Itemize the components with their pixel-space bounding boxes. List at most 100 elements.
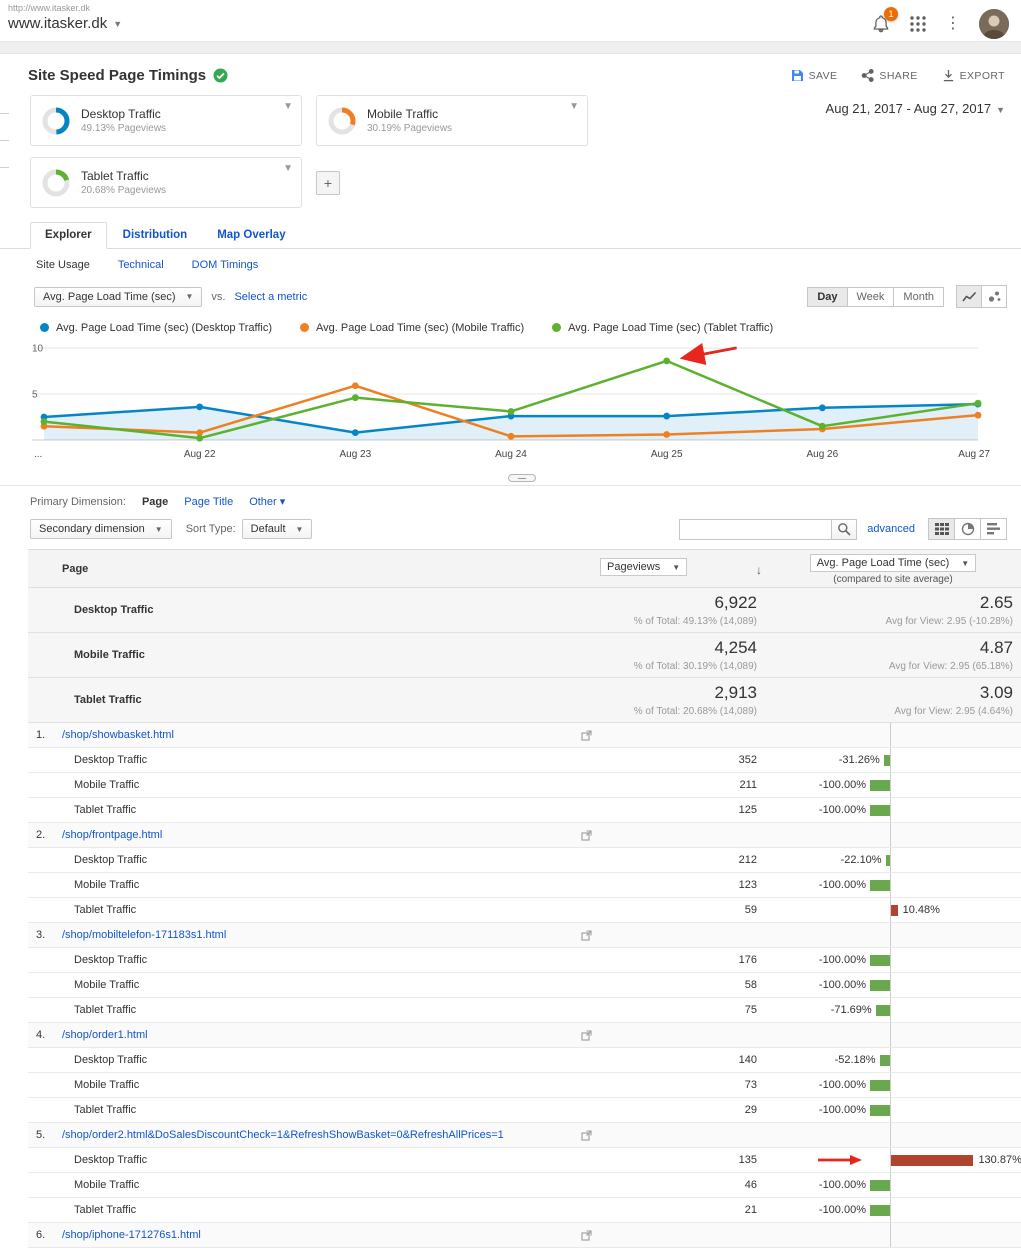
pageviews-percent-of-total: % of Total: 20.68% (14,089) — [633, 706, 757, 717]
compare-bar-cell: -100.00% — [765, 973, 1021, 997]
apps-grid-icon[interactable] — [909, 15, 927, 33]
row-number: 2. — [36, 829, 46, 841]
open-in-new-icon[interactable] — [581, 1130, 592, 1144]
percentage-view-button[interactable] — [954, 518, 981, 540]
segment-card[interactable]: Mobile Traffic 30.19% Pageviews ▼ — [316, 95, 588, 146]
open-in-new-icon[interactable] — [581, 1230, 592, 1244]
pageviews-total: 6,922 — [714, 593, 757, 612]
metric-vs-site-average: Avg for View: 2.95 (-10.28%) — [885, 616, 1013, 627]
pageviews-column-select[interactable]: Pageviews ▼ — [600, 558, 688, 576]
chevron-down-icon[interactable]: ▼ — [569, 101, 579, 112]
page-url-link[interactable]: /shop/iphone-171276s1.html — [62, 1229, 201, 1241]
page-url-link[interactable]: /shop/mobiltelefon-171183s1.html — [62, 929, 227, 941]
chevron-down-icon: ▼ — [295, 524, 304, 534]
search-button[interactable] — [831, 518, 858, 540]
subtab-dom-timings[interactable]: DOM Timings — [191, 259, 259, 271]
compare-percent-value: -100.00% — [818, 979, 866, 991]
advanced-search-link[interactable]: advanced — [867, 523, 915, 535]
segment-data-row: Tablet Traffic 75 -71.69% — [28, 998, 1021, 1023]
compare-bar — [875, 1005, 890, 1016]
report-table: Page Pageviews ▼ ↓ Avg. Page Load Time (s… — [28, 549, 1021, 1248]
open-in-new-icon[interactable] — [581, 830, 592, 844]
account-url: http://www.itasker.dk — [8, 3, 91, 13]
segment-name: Mobile Traffic — [367, 107, 439, 121]
secondary-dimension-dropdown[interactable]: Secondary dimension ▼ — [30, 519, 172, 539]
page-url-link[interactable]: /shop/order2.html&DoSalesDiscountCheck=1… — [62, 1129, 504, 1141]
sort-type-dropdown[interactable]: Default ▼ — [241, 519, 313, 539]
compare-percent-value: -100.00% — [818, 879, 866, 891]
compare-bar-cell: 130.87% — [765, 1148, 1021, 1172]
dimension-page[interactable]: Page — [141, 495, 169, 508]
share-button[interactable]: SHARE — [861, 69, 917, 82]
notifications-bell-icon[interactable]: 1 — [871, 7, 898, 35]
save-button[interactable]: SAVE — [791, 69, 838, 82]
granularity-month-button[interactable]: Month — [893, 286, 944, 307]
tab-map-overlay[interactable]: Map Overlay — [217, 229, 286, 241]
account-selector[interactable]: www.itasker.dk ▼ — [8, 15, 122, 32]
compare-bar — [870, 955, 890, 966]
column-header-page[interactable]: Page — [62, 563, 89, 575]
sort-descending-icon[interactable]: ↓ — [756, 563, 762, 577]
timeline-toggle-handle[interactable] — [508, 474, 536, 482]
explorer-subtabs: Site Usage Technical DOM Timings — [0, 249, 1021, 280]
tab-distribution[interactable]: Distribution — [122, 229, 188, 241]
download-icon — [943, 69, 953, 82]
subtab-technical[interactable]: Technical — [117, 259, 164, 271]
report-tabs: Explorer Distribution Map Overlay — [0, 218, 1021, 249]
page-url-link[interactable]: /shop/frontpage.html — [62, 829, 163, 841]
row-number: 3. — [36, 929, 46, 941]
compare-bar-cell: -100.00% — [765, 798, 1021, 822]
select-a-metric-link[interactable]: Select a metric — [234, 290, 308, 303]
metric-column-select[interactable]: Avg. Page Load Time (sec) ▼ — [809, 554, 977, 572]
subtab-site-usage[interactable]: Site Usage — [36, 259, 90, 271]
metric-picker-row: Avg. Page Load Time (sec) ▼ vs. Select a … — [0, 280, 1021, 312]
compare-bar — [870, 780, 890, 791]
motion-chart-toggle-button[interactable] — [981, 285, 1007, 308]
compare-bar — [885, 855, 890, 866]
more-options-kebab-icon[interactable]: ⋮ — [945, 15, 961, 32]
segment-data-row: Tablet Traffic 125 -100.00% — [28, 798, 1021, 823]
add-segment-button[interactable]: + — [316, 170, 340, 195]
chevron-down-icon[interactable]: ▼ — [283, 163, 293, 174]
export-button[interactable]: EXPORT — [942, 69, 1005, 82]
compare-percent-value: -100.00% — [818, 779, 866, 791]
segment-name: Tablet Traffic — [81, 169, 149, 183]
svg-text:...: ... — [34, 449, 42, 460]
pageviews-value: 58 — [744, 979, 757, 991]
chart-canvas[interactable]: 5 10... Aug 22 Aug 23 Aug 24 Aug 25 Aug 26 Aug … — [30, 338, 1007, 466]
compare-percent-value: -52.18% — [834, 1054, 876, 1066]
pageviews-value: 73 — [744, 1079, 757, 1091]
vs-label: vs. — [211, 290, 226, 303]
open-in-new-icon[interactable] — [581, 930, 592, 944]
open-in-new-icon[interactable] — [581, 730, 592, 744]
dimension-page-title[interactable]: Page Title — [184, 495, 234, 508]
performance-view-button[interactable] — [980, 518, 1007, 540]
granularity-week-button[interactable]: Week — [846, 286, 895, 307]
segment-card[interactable]: Desktop Traffic 49.13% Pageviews ▼ — [30, 95, 302, 146]
chevron-down-icon[interactable]: ▼ — [283, 101, 293, 112]
report-actions: SAVE SHARE EXPORT — [791, 69, 1005, 82]
compare-axis-cell — [765, 723, 1021, 747]
segment-donut-icon — [42, 107, 70, 134]
page-url-link[interactable]: /shop/showbasket.html — [62, 729, 174, 741]
page-url-link[interactable]: /shop/order1.html — [62, 1029, 148, 1041]
segment-row-label: Tablet Traffic — [74, 904, 137, 916]
dimension-other[interactable]: Other ▾ — [249, 496, 286, 508]
segment-data-row: Mobile Traffic 73 -100.00% — [28, 1073, 1021, 1098]
data-view-button[interactable] — [928, 518, 955, 540]
open-in-new-icon[interactable] — [581, 1030, 592, 1044]
segment-row-label: Mobile Traffic — [74, 1079, 140, 1091]
user-avatar[interactable] — [979, 9, 1009, 39]
pageviews-total: 4,254 — [714, 638, 757, 657]
compare-percent-value: 10.48% — [902, 904, 940, 916]
table-search-input[interactable] — [679, 518, 832, 540]
date-range-selector[interactable]: Aug 21, 2017 - Aug 27, 2017 ▼ — [826, 101, 1005, 116]
chevron-down-icon: ▼ — [185, 292, 194, 301]
line-chart-toggle-button[interactable] — [956, 285, 982, 308]
segment-data-row: Mobile Traffic 211 -100.00% — [28, 773, 1021, 798]
metric-select-dropdown[interactable]: Avg. Page Load Time (sec) ▼ — [34, 286, 203, 307]
tab-explorer[interactable]: Explorer — [30, 222, 107, 249]
segment-card[interactable]: Tablet Traffic 20.68% Pageviews ▼ — [30, 157, 302, 208]
granularity-day-button[interactable]: Day — [807, 286, 848, 307]
compare-percent-value: -71.69% — [830, 1004, 872, 1016]
